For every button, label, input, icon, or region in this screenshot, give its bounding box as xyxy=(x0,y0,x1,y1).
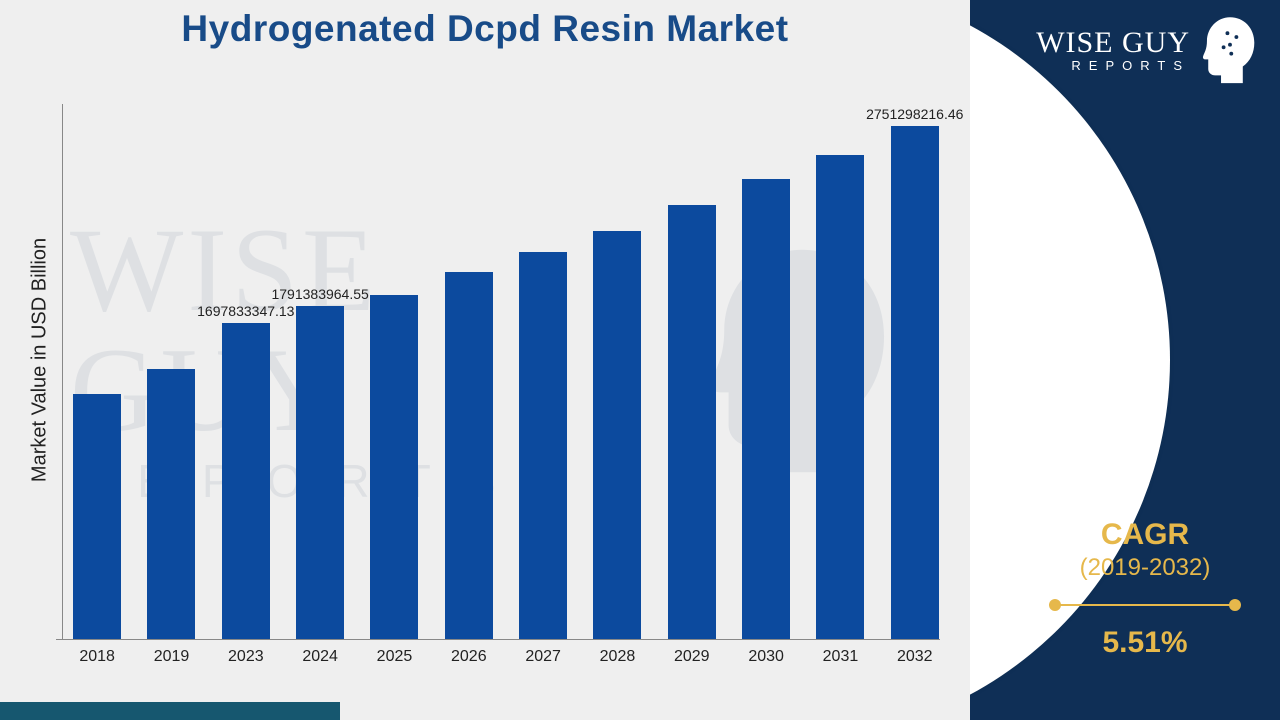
bar-value-label: 1791383964.55 xyxy=(271,286,368,302)
plot-area: 1697833347.131791383964.552751298216.46 xyxy=(62,80,940,640)
bar xyxy=(445,272,493,640)
bar-slot xyxy=(741,80,791,640)
cagr-block: CAGR (2019-2032) 5.51% xyxy=(1030,518,1260,660)
bar-slot xyxy=(667,80,717,640)
x-axis-line xyxy=(56,639,940,640)
x-tick: 2031 xyxy=(815,648,865,666)
bar-slot xyxy=(518,80,568,640)
brand-head-icon xyxy=(1198,14,1262,84)
y-axis-label: Market Value in USD Billion xyxy=(29,238,52,482)
bar xyxy=(147,369,195,640)
bar-value-label: 2751298216.46 xyxy=(866,106,963,122)
bar-slot xyxy=(444,80,494,640)
chart-title: Hydrogenated Dcpd Resin Market xyxy=(0,8,970,50)
bars-row: 1697833347.131791383964.552751298216.46 xyxy=(72,80,940,640)
x-tick: 2032 xyxy=(890,648,940,666)
bar xyxy=(73,394,121,640)
x-tick: 2018 xyxy=(72,648,122,666)
x-tick: 2023 xyxy=(221,648,271,666)
brand-main-text: WISE GUY xyxy=(1036,26,1190,60)
bar-slot: 1697833347.13 xyxy=(221,80,271,640)
bar xyxy=(668,205,716,640)
cagr-divider xyxy=(1055,594,1235,616)
bar xyxy=(370,295,418,640)
cagr-period: (2019-2032) xyxy=(1030,554,1260,582)
x-tick: 2026 xyxy=(444,648,494,666)
bar xyxy=(593,231,641,640)
y-axis-line xyxy=(62,104,63,640)
bar xyxy=(296,306,344,640)
brand-logo: WISE GUY REPORTS xyxy=(1036,14,1262,84)
bar xyxy=(816,155,864,640)
bar-slot xyxy=(146,80,196,640)
bar-slot: 1791383964.55 xyxy=(295,80,345,640)
x-tick: 2024 xyxy=(295,648,345,666)
x-tick: 2025 xyxy=(369,648,419,666)
x-tick-row: 2018 2019 2023 2024 2025 2026 2027 2028 2029 2030… xyxy=(72,648,940,666)
footer-stripe xyxy=(0,702,340,720)
main-panel: WISE GUY REPORTS Hydrogenated Dcpd Resin… xyxy=(0,0,970,720)
bar-slot xyxy=(72,80,122,640)
bar xyxy=(222,323,270,640)
x-tick: 2019 xyxy=(146,648,196,666)
bar xyxy=(891,126,939,640)
bar-slot xyxy=(369,80,419,640)
x-tick: 2027 xyxy=(518,648,568,666)
bar xyxy=(519,252,567,640)
x-tick: 2028 xyxy=(592,648,642,666)
right-panel: WISE GUY REPORTS CAGR (2019-2032) xyxy=(970,0,1280,720)
cagr-label: CAGR xyxy=(1030,518,1260,552)
bar-value-label: 1697833347.13 xyxy=(197,303,294,319)
brand-sub-text: REPORTS xyxy=(1036,58,1190,73)
bar-slot xyxy=(592,80,642,640)
bar-slot: 2751298216.46 xyxy=(890,80,940,640)
bar-slot xyxy=(815,80,865,640)
x-tick: 2029 xyxy=(667,648,717,666)
bar xyxy=(742,179,790,640)
cagr-value: 5.51% xyxy=(1030,626,1260,660)
x-tick: 2030 xyxy=(741,648,791,666)
